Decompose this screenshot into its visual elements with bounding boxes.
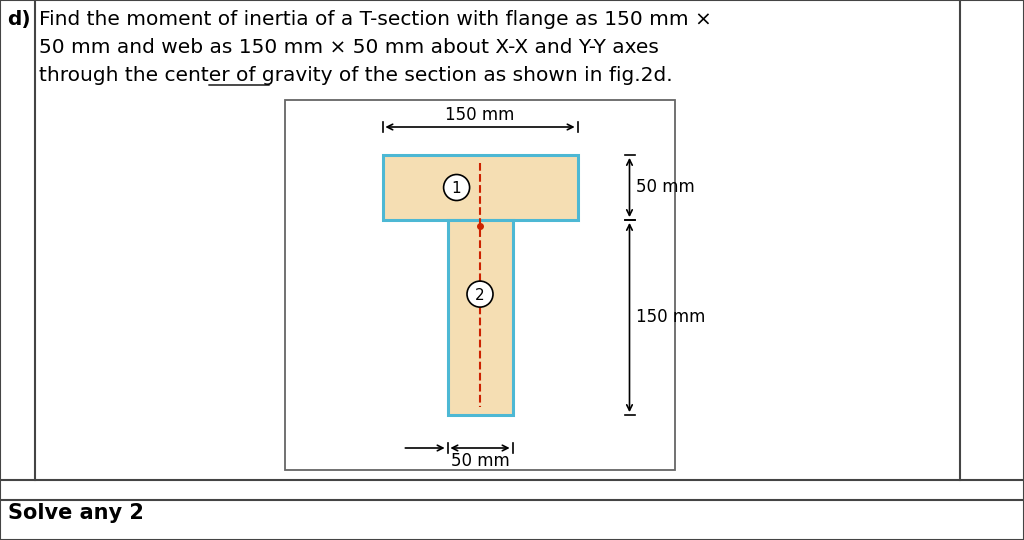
Circle shape [443, 174, 470, 200]
Text: 2: 2 [475, 288, 484, 302]
Text: 50 mm: 50 mm [451, 452, 509, 470]
Text: Find the moment of inertia of a T-section with flange as 150 mm ×: Find the moment of inertia of a T-sectio… [39, 10, 712, 29]
Text: 150 mm: 150 mm [636, 308, 705, 327]
Bar [383, 155, 578, 220]
Text: 150 mm: 150 mm [445, 106, 515, 124]
Text: d): d) [7, 10, 31, 29]
Circle shape [467, 281, 493, 307]
Text: 50 mm: 50 mm [636, 179, 694, 197]
Text: Solve any 2: Solve any 2 [8, 503, 144, 523]
Bar [285, 100, 675, 470]
Text: 1: 1 [452, 181, 462, 196]
Text: 50 mm and web as 150 mm × 50 mm about X-X and Y-Y axes: 50 mm and web as 150 mm × 50 mm about X-… [39, 38, 658, 57]
Bar [447, 220, 512, 415]
Text: through the center of gravity of the section as shown in fig.2d.: through the center of gravity of the sec… [39, 66, 673, 85]
